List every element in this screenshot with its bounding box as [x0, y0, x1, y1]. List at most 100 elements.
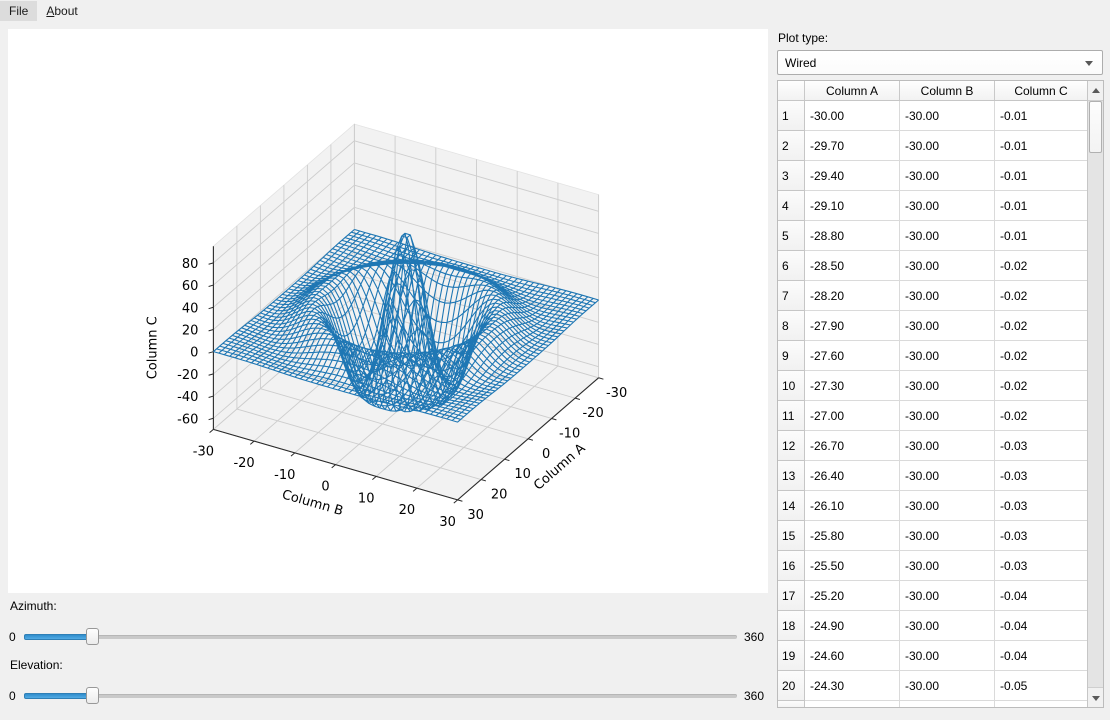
table-cell-a[interactable]: -25.50 — [805, 551, 900, 581]
row-header-cell[interactable]: 3 — [778, 161, 805, 191]
row-header-cell[interactable]: 12 — [778, 431, 805, 461]
table-row: 15 -25.80 -30.00 -0.03 — [778, 521, 1087, 551]
table-cell-c[interactable]: -0.01 — [995, 191, 1087, 221]
column-header-b[interactable]: Column B — [900, 81, 995, 100]
table-cell-b[interactable]: -30.00 — [900, 311, 995, 341]
table-cell-c[interactable]: -0.02 — [995, 311, 1087, 341]
table-cell-c[interactable]: -0.03 — [995, 431, 1087, 461]
table-cell-c[interactable]: -0.02 — [995, 401, 1087, 431]
table-cell-a[interactable]: -28.80 — [805, 221, 900, 251]
table-cell-a[interactable]: -28.50 — [805, 251, 900, 281]
table-cell-c[interactable]: -0.03 — [995, 491, 1087, 521]
table-cell-b[interactable]: -30.00 — [900, 191, 995, 221]
row-header-cell[interactable]: 20 — [778, 671, 805, 701]
row-header-cell[interactable]: 13 — [778, 461, 805, 491]
elevation-slider-track[interactable] — [24, 687, 737, 704]
table-cell-b[interactable]: -30.00 — [900, 101, 995, 131]
scrollbar-thumb[interactable] — [1089, 101, 1102, 153]
table-cell-a[interactable]: -27.00 — [805, 401, 900, 431]
table-cell-c[interactable]: -0.01 — [995, 221, 1087, 251]
row-header-cell[interactable]: 7 — [778, 281, 805, 311]
table-cell-b[interactable]: -30.00 — [900, 641, 995, 671]
table-cell-c[interactable]: -0.02 — [995, 371, 1087, 401]
elevation-slider-handle[interactable] — [86, 687, 99, 704]
row-header-cell[interactable]: 6 — [778, 251, 805, 281]
corner-header-cell[interactable] — [778, 81, 805, 100]
table-cell-c[interactable]: -0.02 — [995, 281, 1087, 311]
row-header-cell[interactable]: 11 — [778, 401, 805, 431]
table-cell-c[interactable]: -0.04 — [995, 611, 1087, 641]
table-cell-a[interactable]: -29.70 — [805, 131, 900, 161]
scroll-down-button[interactable] — [1088, 687, 1103, 707]
table-cell-b[interactable]: -30.00 — [900, 551, 995, 581]
table-cell-a[interactable]: -27.30 — [805, 371, 900, 401]
row-header-cell[interactable]: 1 — [778, 101, 805, 131]
table-cell-a[interactable]: -26.70 — [805, 431, 900, 461]
table-cell-a[interactable]: -24.30 — [805, 671, 900, 701]
row-header-cell[interactable]: 2 — [778, 131, 805, 161]
table-cell-c[interactable]: -0.03 — [995, 521, 1087, 551]
table-cell-a[interactable]: -26.10 — [805, 491, 900, 521]
table-cell-b[interactable]: -30.00 — [900, 521, 995, 551]
row-header-cell[interactable]: 16 — [778, 551, 805, 581]
table-cell-b[interactable]: -30.00 — [900, 431, 995, 461]
table-row: 4 -29.10 -30.00 -0.01 — [778, 191, 1087, 221]
row-header-cell[interactable]: 5 — [778, 221, 805, 251]
row-header-cell[interactable]: 19 — [778, 641, 805, 671]
table-cell-b[interactable]: -30.00 — [900, 611, 995, 641]
plot-figure: -30 -20 -10 0 10 20 30 -30 -20 -10 0 10 20 30 -60 -40 -2… — [8, 29, 768, 593]
table-cell-b[interactable]: -30.00 — [900, 581, 995, 611]
table-cell-b[interactable]: -30.00 — [900, 131, 995, 161]
table-scrollbar[interactable] — [1087, 81, 1103, 707]
row-header-cell[interactable]: 18 — [778, 611, 805, 641]
menu-item-file[interactable]: File — [0, 0, 38, 21]
table-cell-a[interactable]: -27.90 — [805, 311, 900, 341]
table-cell-a[interactable]: -24.90 — [805, 611, 900, 641]
table-cell-b[interactable]: -30.00 — [900, 221, 995, 251]
table-cell-a[interactable]: -25.20 — [805, 581, 900, 611]
table-cell-c[interactable]: -0.04 — [995, 641, 1087, 671]
table-cell-a[interactable]: -26.40 — [805, 461, 900, 491]
row-header-cell[interactable]: 14 — [778, 491, 805, 521]
table-cell-b[interactable]: -30.00 — [900, 281, 995, 311]
table-cell-c[interactable]: -0.03 — [995, 461, 1087, 491]
table-cell-a[interactable]: -28.20 — [805, 281, 900, 311]
column-header-a[interactable]: Column A — [805, 81, 900, 100]
table-cell-a[interactable]: -25.80 — [805, 521, 900, 551]
menu-item-about[interactable]: About — [46, 3, 78, 18]
table-cell-b[interactable]: -30.00 — [900, 371, 995, 401]
row-header-cell[interactable]: 10 — [778, 371, 805, 401]
table-cell-b[interactable]: -30.00 — [900, 161, 995, 191]
table-cell-a[interactable]: -29.40 — [805, 161, 900, 191]
azimuth-slider-track[interactable] — [24, 628, 737, 645]
table-cell-c[interactable]: -0.04 — [995, 581, 1087, 611]
azimuth-slider-handle[interactable] — [86, 628, 99, 645]
table-cell-b[interactable]: -30.00 — [900, 401, 995, 431]
table-cell-c[interactable]: -0.01 — [995, 161, 1087, 191]
table-cell-a[interactable]: -27.60 — [805, 341, 900, 371]
table-cell-b[interactable]: -30.00 — [900, 491, 995, 521]
row-header-cell[interactable]: 8 — [778, 311, 805, 341]
row-header-cell[interactable]: 9 — [778, 341, 805, 371]
table-cell-b[interactable]: -30.00 — [900, 341, 995, 371]
row-header-cell[interactable]: 4 — [778, 191, 805, 221]
scroll-up-button[interactable] — [1088, 81, 1103, 101]
table-cell-a[interactable]: -30.00 — [805, 101, 900, 131]
table-cell-c[interactable]: -0.02 — [995, 341, 1087, 371]
table-cell-c[interactable]: -0.01 — [995, 131, 1087, 161]
table-cell-b[interactable]: -30.00 — [900, 251, 995, 281]
table-cell-b[interactable]: -30.00 — [900, 461, 995, 491]
column-header-c[interactable]: Column C — [1014, 83, 1068, 98]
table-cell-c[interactable]: -0.01 — [995, 101, 1087, 131]
row-header-cell[interactable]: 17 — [778, 581, 805, 611]
row-header-cell[interactable]: 15 — [778, 521, 805, 551]
table-cell-b[interactable]: -30.00 — [900, 671, 995, 701]
svg-text:-20: -20 — [233, 456, 254, 471]
table-cell-c[interactable]: -0.02 — [995, 251, 1087, 281]
table-cell-a[interactable]: -24.60 — [805, 641, 900, 671]
table-cell-c[interactable]: -0.05 — [995, 671, 1087, 701]
plot-type-select[interactable]: Wired — [777, 50, 1103, 75]
table-cell-a[interactable]: -29.10 — [805, 191, 900, 221]
table-cell-c[interactable]: -0.03 — [995, 551, 1087, 581]
wireframe-3d-plot[interactable]: -30-20-100102030-30-20-100102030-60-40-2… — [8, 29, 768, 593]
